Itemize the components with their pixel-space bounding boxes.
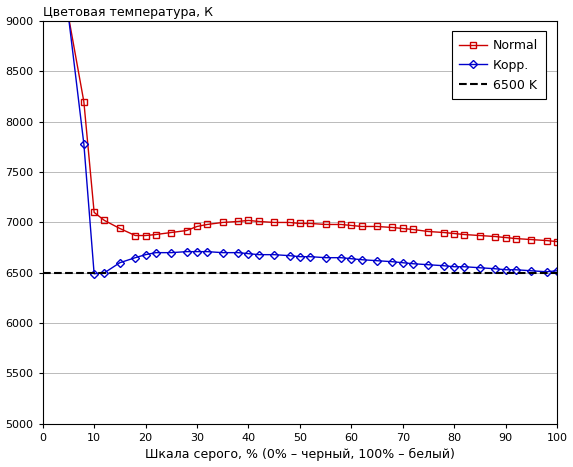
X-axis label: Шкала серого, % (0% – черный, 100% – белый): Шкала серого, % (0% – черный, 100% – бел… — [145, 448, 455, 461]
Normal — [399, 226, 406, 231]
Normal — [528, 237, 535, 242]
Normal — [132, 233, 139, 238]
Normal — [389, 225, 396, 230]
Корр. — [286, 253, 293, 258]
Normal — [101, 218, 108, 223]
Корр. — [543, 269, 550, 275]
Normal — [235, 219, 242, 224]
Normal — [502, 235, 509, 241]
Корр. — [450, 264, 457, 269]
Normal — [80, 99, 87, 105]
Normal — [204, 222, 211, 227]
Корр. — [142, 252, 149, 257]
Normal — [168, 230, 175, 235]
Корр. — [492, 266, 499, 271]
Корр. — [296, 254, 303, 260]
Корр. — [307, 254, 313, 260]
Normal — [461, 232, 468, 237]
Корр. — [235, 250, 242, 255]
Normal — [296, 220, 303, 226]
Normal — [322, 222, 329, 227]
Normal — [337, 222, 344, 227]
Normal — [307, 220, 313, 226]
Normal — [450, 231, 457, 236]
Корр. — [245, 251, 252, 256]
Корр. — [512, 267, 519, 273]
Normal — [194, 224, 201, 229]
Text: Цветовая температура, К: Цветовая температура, К — [43, 6, 213, 19]
Корр. — [337, 255, 344, 261]
Normal — [245, 218, 252, 223]
Normal — [183, 228, 190, 234]
Normal — [425, 229, 432, 234]
Normal — [142, 233, 149, 238]
Normal — [492, 234, 499, 240]
Normal — [152, 232, 159, 237]
Legend: Normal, Корр., 6500 K: Normal, Корр., 6500 K — [452, 31, 545, 99]
Корр. — [255, 252, 262, 257]
Корр. — [410, 261, 417, 267]
Корр. — [168, 250, 175, 255]
6500 K — [40, 270, 46, 276]
Корр. — [348, 256, 355, 262]
Корр. — [358, 257, 365, 262]
Корр. — [476, 265, 483, 270]
Корр. — [219, 250, 226, 255]
Normal — [441, 230, 448, 235]
Корр. — [101, 270, 108, 276]
Корр. — [389, 259, 396, 264]
Normal — [286, 219, 293, 225]
Normal — [255, 219, 262, 224]
Корр. — [194, 249, 201, 255]
Корр. — [65, 13, 72, 19]
Line: Normal: Normal — [65, 13, 560, 245]
Normal — [219, 219, 226, 225]
Корр. — [80, 141, 87, 147]
Line: Корр.: Корр. — [65, 13, 560, 277]
Корр. — [461, 264, 468, 269]
Normal — [358, 224, 365, 229]
Корр. — [528, 268, 535, 274]
Normal — [410, 226, 417, 232]
Normal — [512, 236, 519, 241]
Корр. — [425, 262, 432, 268]
Корр. — [441, 263, 448, 269]
Корр. — [116, 260, 123, 266]
Корр. — [374, 258, 380, 263]
Корр. — [399, 260, 406, 266]
Normal — [270, 219, 277, 225]
Normal — [348, 223, 355, 228]
Normal — [65, 13, 72, 19]
Normal — [91, 210, 97, 215]
Корр. — [270, 252, 277, 257]
Normal — [543, 238, 550, 243]
Корр. — [91, 271, 97, 276]
6500 K — [45, 270, 52, 276]
Корр. — [152, 250, 159, 255]
Корр. — [554, 268, 560, 274]
Корр. — [502, 267, 509, 273]
Корр. — [132, 255, 139, 261]
Normal — [554, 239, 560, 244]
Normal — [116, 226, 123, 231]
Normal — [374, 224, 380, 229]
Корр. — [183, 249, 190, 255]
Normal — [476, 233, 483, 238]
Корр. — [204, 249, 211, 255]
Корр. — [322, 255, 329, 261]
